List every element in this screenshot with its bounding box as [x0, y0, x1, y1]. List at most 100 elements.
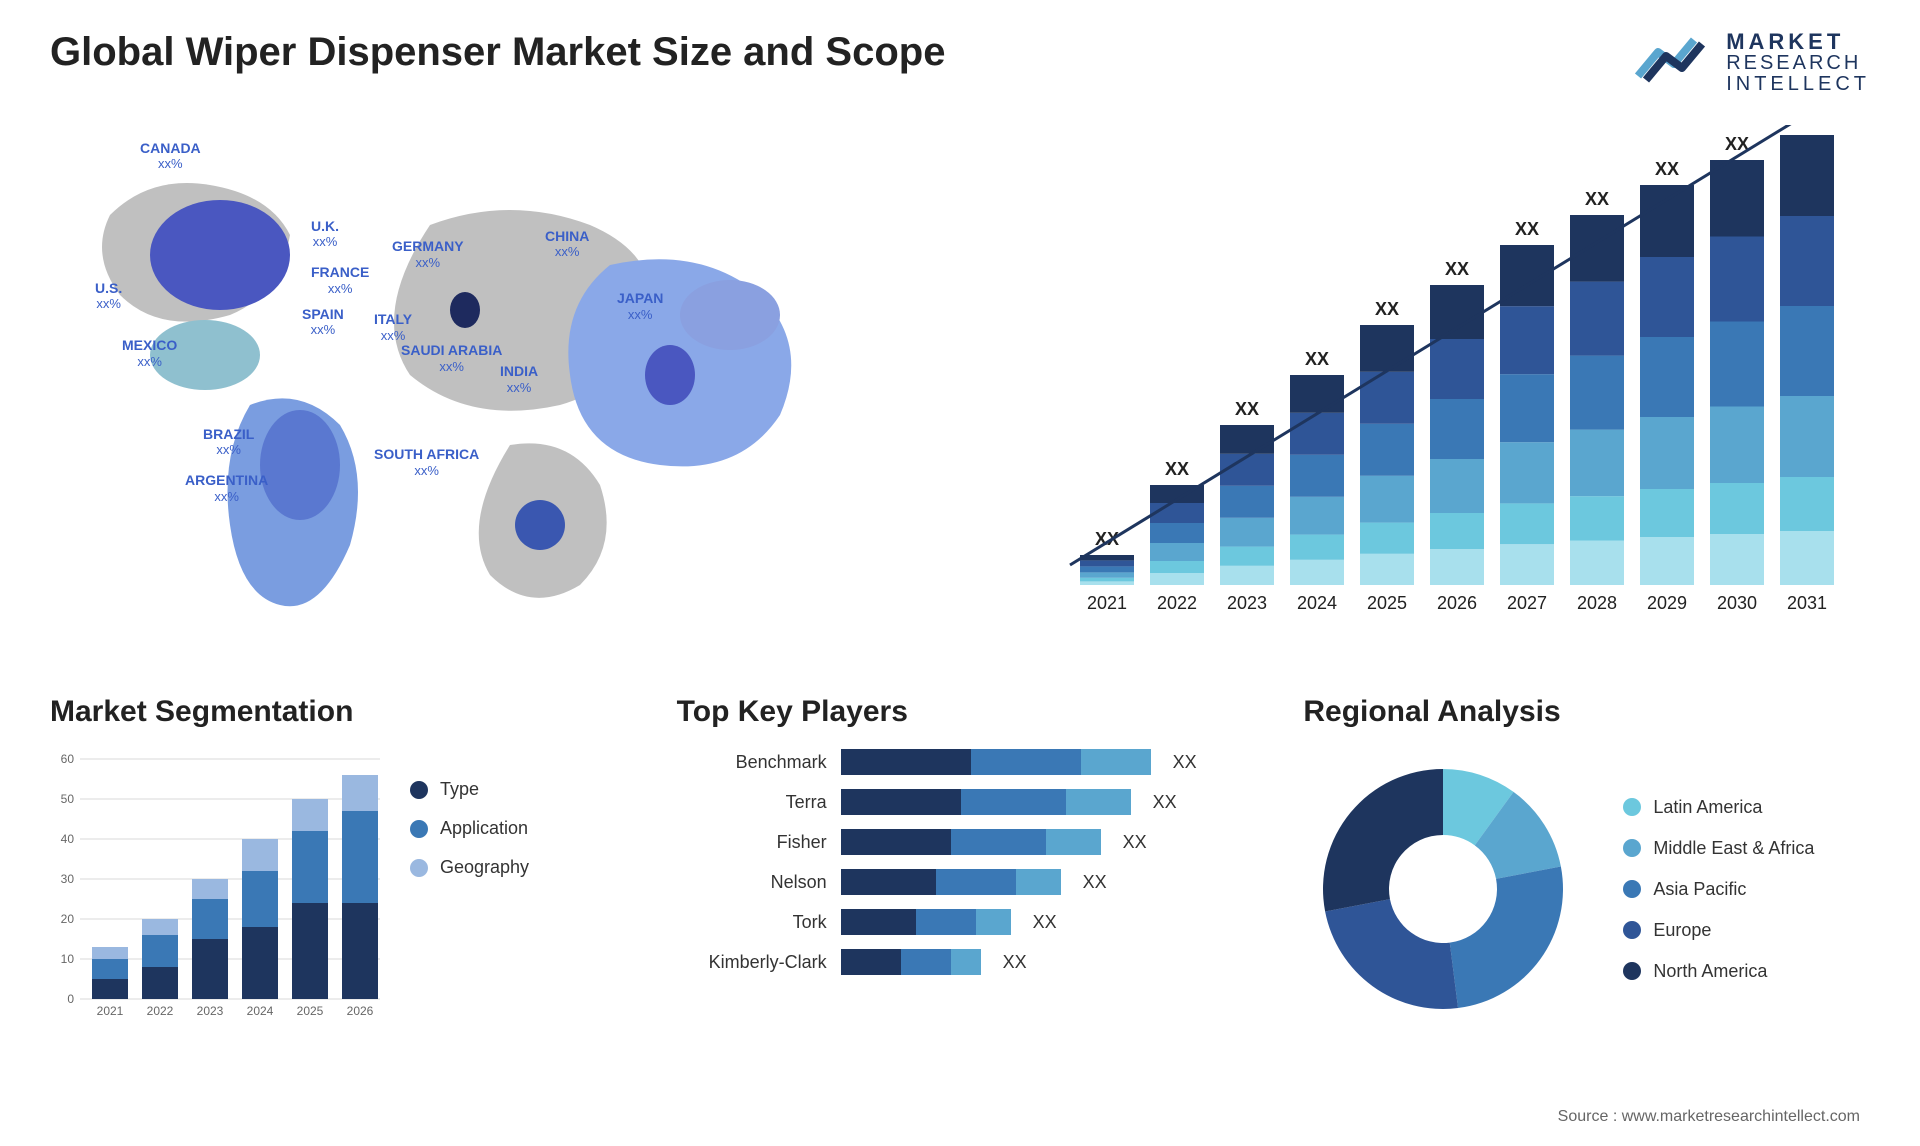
svg-text:XX: XX: [1375, 299, 1399, 319]
header: Global Wiper Dispenser Market Size and S…: [50, 30, 1870, 95]
regional-panel: Regional Analysis Latin America Middle Ea…: [1303, 695, 1870, 1029]
svg-text:2021: 2021: [97, 1004, 124, 1018]
svg-text:2028: 2028: [1577, 593, 1617, 613]
svg-text:XX: XX: [1165, 459, 1189, 479]
key-player-value: XX: [1003, 952, 1027, 973]
key-player-label: Tork: [677, 912, 827, 933]
key-player-label: Benchmark: [677, 752, 827, 773]
svg-text:XX: XX: [1795, 125, 1819, 129]
svg-text:2024: 2024: [247, 1004, 274, 1018]
svg-text:2022: 2022: [1157, 593, 1197, 613]
map-label: SPAINxx%: [302, 307, 344, 338]
svg-text:2031: 2031: [1787, 593, 1827, 613]
svg-text:2029: 2029: [1647, 593, 1687, 613]
legend-item: North America: [1623, 961, 1814, 982]
svg-text:2024: 2024: [1297, 593, 1337, 613]
legend-item: Application: [410, 818, 529, 839]
brand-logo: MARKET RESEARCH INTELLECT: [1634, 30, 1870, 95]
svg-text:2030: 2030: [1717, 593, 1757, 613]
map-label: SOUTH AFRICAxx%: [374, 447, 479, 478]
segmentation-title: Market Segmentation: [50, 695, 617, 729]
svg-text:XX: XX: [1445, 259, 1469, 279]
svg-text:XX: XX: [1235, 399, 1259, 419]
svg-text:XX: XX: [1655, 159, 1679, 179]
key-player-label: Terra: [677, 792, 827, 813]
svg-text:2026: 2026: [347, 1004, 374, 1018]
key-player-row: Terra XX: [677, 789, 1244, 815]
map-label: BRAZILxx%: [203, 427, 254, 458]
world-map-panel: CANADAxx% U.S.xx%MEXICOxx% BRAZILxx% ARGENT…: [50, 125, 950, 645]
legend-item: Europe: [1623, 920, 1814, 941]
logo-line2: RESEARCH: [1726, 53, 1870, 74]
svg-text:XX: XX: [1305, 349, 1329, 369]
map-label: SAUDI ARABIAxx%: [401, 343, 502, 374]
svg-text:2022: 2022: [147, 1004, 174, 1018]
legend-item: Type: [410, 779, 529, 800]
key-player-row: Kimberly-Clark XX: [677, 949, 1244, 975]
key-player-label: Kimberly-Clark: [677, 952, 827, 973]
key-player-bar: [841, 869, 1061, 895]
segmentation-panel: Market Segmentation 01020304050602021202…: [50, 695, 617, 1029]
map-label: FRANCExx%: [311, 265, 369, 296]
key-players-chart: BenchmarkXXTerraXXFisherXXNelsonXXTorkXX…: [677, 749, 1244, 975]
svg-text:10: 10: [61, 952, 75, 966]
key-player-row: Tork XX: [677, 909, 1244, 935]
logo-line3: INTELLECT: [1726, 74, 1870, 95]
legend-item: Geography: [410, 857, 529, 878]
map-label: GERMANYxx%: [392, 239, 464, 270]
map-label: U.K.xx%: [311, 219, 339, 250]
svg-text:2026: 2026: [1437, 593, 1477, 613]
segmentation-legend: Type Application Geography: [410, 779, 529, 878]
svg-text:2023: 2023: [197, 1004, 224, 1018]
key-player-value: XX: [1033, 912, 1057, 933]
top-row: CANADAxx% U.S.xx%MEXICOxx% BRAZILxx% ARGENT…: [50, 125, 1870, 645]
key-players-title: Top Key Players: [677, 695, 1244, 729]
bottom-row: Market Segmentation 01020304050602021202…: [50, 695, 1870, 1029]
svg-text:0: 0: [67, 992, 74, 1006]
key-player-bar: [841, 949, 981, 975]
source-text: Source : www.marketresearchintellect.com: [1558, 1108, 1860, 1126]
main-bar-chart: XX 2021 XX 2022 XX 2023 XX 2024 XX 2025 XX 2026 XX 20…: [1030, 125, 1870, 645]
regional-title: Regional Analysis: [1303, 695, 1870, 729]
svg-text:60: 60: [61, 752, 75, 766]
map-label: ITALYxx%: [374, 312, 412, 343]
map-label: INDIAxx%: [500, 364, 538, 395]
svg-text:20: 20: [61, 912, 75, 926]
map-label: MEXICOxx%: [122, 338, 177, 369]
map-label: CHINAxx%: [545, 229, 589, 260]
svg-text:30: 30: [61, 872, 75, 886]
legend-item: Asia Pacific: [1623, 879, 1814, 900]
key-player-bar: [841, 829, 1101, 855]
legend-item: Middle East & Africa: [1623, 838, 1814, 859]
regional-donut-chart: [1303, 749, 1583, 1029]
key-player-bar: [841, 749, 1151, 775]
svg-text:2021: 2021: [1087, 593, 1127, 613]
key-player-row: Benchmark XX: [677, 749, 1244, 775]
svg-text:2025: 2025: [297, 1004, 324, 1018]
svg-text:XX: XX: [1585, 189, 1609, 209]
logo-icon: [1634, 30, 1714, 95]
svg-text:2023: 2023: [1227, 593, 1267, 613]
key-player-value: XX: [1173, 752, 1197, 773]
map-label: CANADAxx%: [140, 141, 201, 172]
svg-text:2025: 2025: [1367, 593, 1407, 613]
key-player-row: NelsonXX: [677, 869, 1244, 895]
svg-text:XX: XX: [1515, 219, 1539, 239]
map-label: U.S.xx%: [95, 281, 122, 312]
key-player-bar: [841, 909, 1011, 935]
key-player-value: XX: [1153, 792, 1177, 813]
legend-item: Latin America: [1623, 797, 1814, 818]
key-player-bar: [841, 789, 1131, 815]
page-title: Global Wiper Dispenser Market Size and S…: [50, 30, 945, 75]
svg-text:40: 40: [61, 832, 75, 846]
svg-text:2027: 2027: [1507, 593, 1547, 613]
logo-line1: MARKET: [1726, 30, 1870, 53]
map-label: ARGENTINAxx%: [185, 473, 268, 504]
map-label: JAPANxx%: [617, 291, 663, 322]
key-player-row: Fisher XX: [677, 829, 1244, 855]
key-player-label: Fisher: [677, 832, 827, 853]
key-player-label: Nelson: [677, 872, 827, 893]
segmentation-chart: 0102030405060202120222023202420252026: [50, 749, 380, 1029]
key-players-panel: Top Key Players BenchmarkXXTerraXXFisher…: [677, 695, 1244, 1029]
key-player-value: XX: [1123, 832, 1147, 853]
